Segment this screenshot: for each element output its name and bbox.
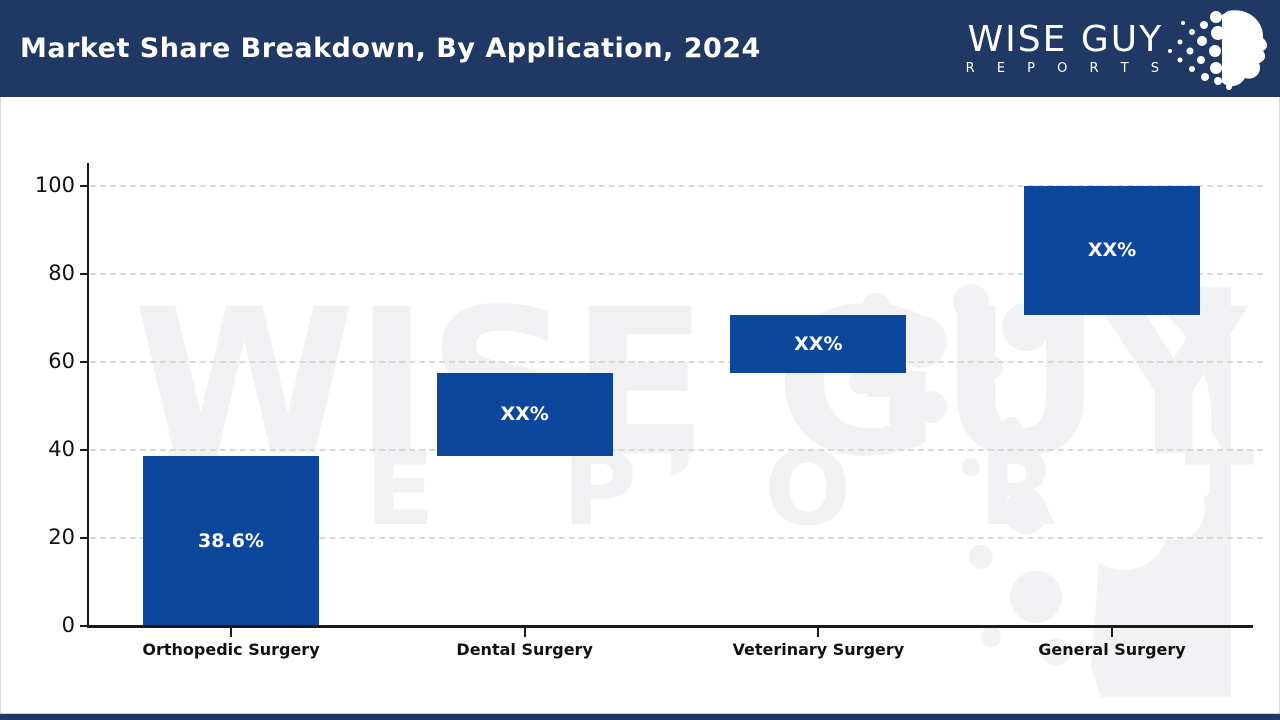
page-title: Market Share Breakdown, By Application, …: [20, 33, 761, 64]
y-axis-line: [87, 163, 89, 627]
bar-value-label: XX%: [500, 403, 549, 426]
y-tick-mark-40: [80, 449, 89, 451]
logo-text: WISE GUY R E P O R T S: [963, 19, 1168, 76]
y-tick-label-40: 40: [48, 437, 75, 461]
x-tick-mark-orthopedic-surgery: [230, 628, 232, 637]
bar-value-label: 38.6%: [198, 530, 264, 553]
y-tick-label-80: 80: [48, 261, 75, 285]
gridline-y-40: [90, 449, 1263, 451]
logo-face-icon: [1168, 9, 1268, 90]
wise-guy-logo: WISE GUY R E P O R T S: [963, 5, 1270, 93]
y-tick-mark-100: [80, 185, 89, 187]
x-tick-mark-dental-surgery: [523, 628, 526, 637]
x-axis-label-general-surgery: General Surgery: [1038, 640, 1186, 659]
y-tick-label-20: 20: [48, 525, 75, 549]
x-tick-mark-general-surgery: [1111, 628, 1113, 637]
x-axis-line: [87, 625, 1253, 628]
header: Market Share Breakdown, By Application, …: [0, 0, 1280, 97]
x-tick-mark-veterinary-surgery: [817, 628, 820, 637]
chart-canvas: WISE GUY R E P O R T S 02040608010038.6%…: [0, 97, 1280, 714]
gridline-y-80: [90, 273, 1263, 275]
watermark-text-line2: R E P O R T S: [159, 430, 1280, 549]
footer-bar: [0, 714, 1280, 720]
bar-orthopedic-surgery: 38.6%: [143, 456, 319, 626]
bar-value-label: XX%: [794, 332, 843, 355]
gridline-y-100: [90, 185, 1263, 187]
x-axis-label-dental-surgery: Dental Surgery: [456, 640, 593, 659]
y-tick-label-60: 60: [48, 349, 75, 373]
watermark-face-graphic: [671, 284, 1231, 697]
bar-veterinary-surgery: XX%: [730, 314, 907, 373]
x-axis-label-veterinary-surgery: Veterinary Surgery: [732, 640, 905, 659]
logo-wordmark: WISE GUY: [967, 19, 1164, 60]
bar-value-label: XX%: [1087, 239, 1137, 262]
y-tick-mark-60: [80, 361, 89, 363]
gridline-y-20: [90, 537, 1263, 539]
y-tick-mark-0: [80, 625, 89, 627]
bar-general-surgery: XX%: [1024, 186, 1200, 315]
gridline-y-60: [90, 361, 1263, 363]
y-tick-mark-20: [80, 537, 89, 539]
y-tick-label-100: 100: [34, 173, 75, 197]
x-axis-label-orthopedic-surgery: Orthopedic Surgery: [142, 640, 320, 659]
y-tick-label-0: 0: [61, 613, 75, 637]
logo-subtitle: R E P O R T S: [965, 61, 1168, 76]
y-tick-mark-80: [80, 273, 89, 275]
bar-dental-surgery: XX%: [436, 372, 613, 457]
